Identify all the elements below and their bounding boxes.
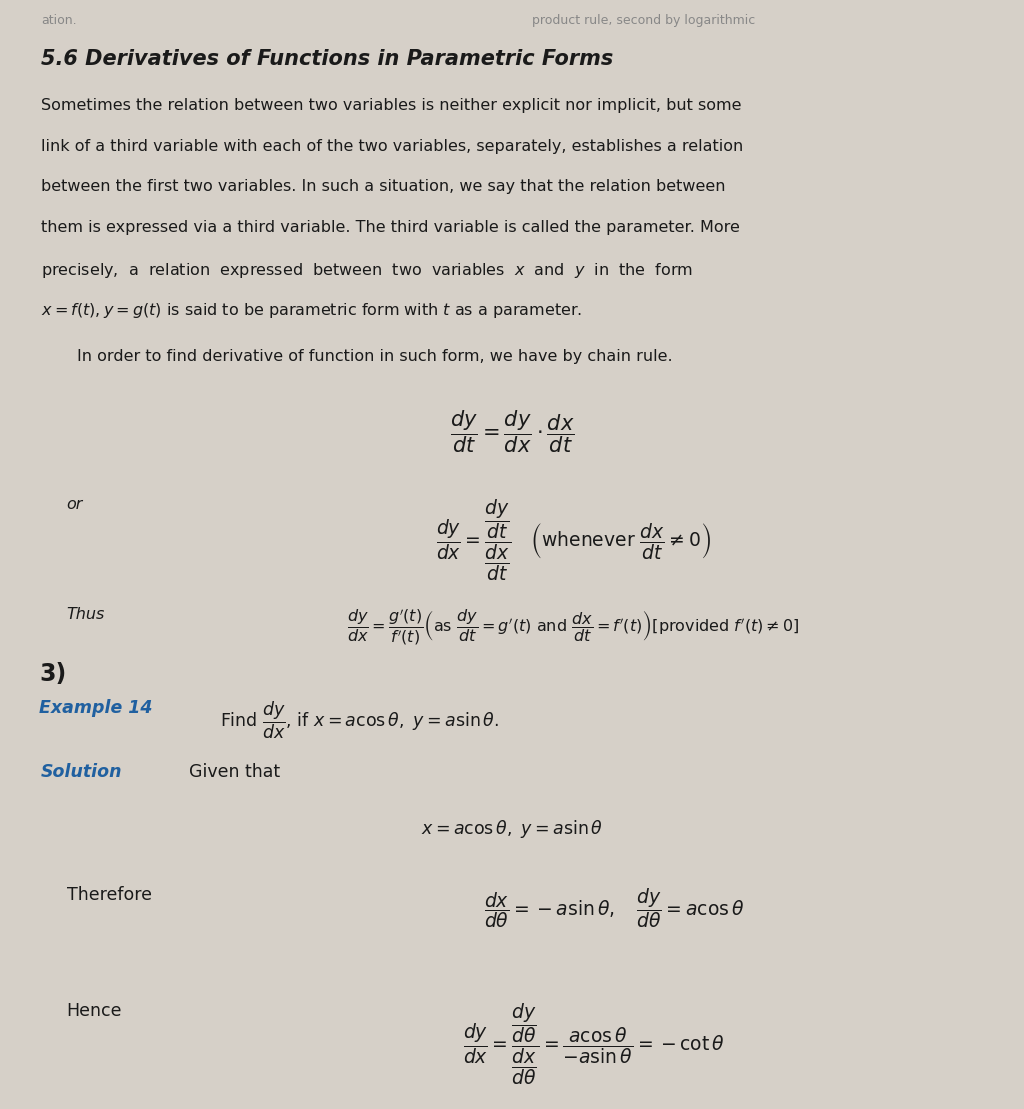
Text: ation.: ation. bbox=[41, 14, 77, 28]
Text: In order to find derivative of function in such form, we have by chain rule.: In order to find derivative of function … bbox=[77, 348, 673, 364]
Text: product rule, second by logarithmic: product rule, second by logarithmic bbox=[532, 14, 756, 28]
Text: $\dfrac{dy}{dx} = \dfrac{\dfrac{dy}{d\theta}}{\dfrac{dx}{d\theta}} = \dfrac{a\co: $\dfrac{dy}{dx} = \dfrac{\dfrac{dy}{d\th… bbox=[463, 1001, 725, 1087]
Text: $x = a\cos\theta,\ y = a\sin\theta$: $x = a\cos\theta,\ y = a\sin\theta$ bbox=[421, 818, 603, 840]
Text: $\dfrac{dy}{dt} = \dfrac{dy}{dx} \cdot \dfrac{dx}{dt}$: $\dfrac{dy}{dt} = \dfrac{dy}{dx} \cdot \… bbox=[450, 409, 574, 456]
Text: Hence: Hence bbox=[67, 1001, 122, 1019]
Text: Given that: Given that bbox=[189, 763, 281, 781]
Text: 3): 3) bbox=[39, 662, 67, 685]
Text: Example 14: Example 14 bbox=[39, 700, 153, 718]
Text: $\dfrac{dx}{d\theta} = -a\sin\theta,\quad \dfrac{dy}{d\theta} = a\cos\theta$: $\dfrac{dx}{d\theta} = -a\sin\theta,\qua… bbox=[484, 886, 744, 930]
Text: or: or bbox=[67, 497, 83, 512]
Text: Sometimes the relation between two variables is neither explicit nor implicit, b: Sometimes the relation between two varia… bbox=[41, 98, 741, 113]
Text: them is expressed via a third variable. The third variable is called the paramet: them is expressed via a third variable. … bbox=[41, 220, 739, 235]
Text: between the first two variables. In such a situation, we say that the relation b: between the first two variables. In such… bbox=[41, 180, 725, 194]
Text: Therefore: Therefore bbox=[67, 886, 152, 904]
Text: Find $\dfrac{dy}{dx}$, if $x = a\cos\theta,\ y = a\sin\theta$.: Find $\dfrac{dy}{dx}$, if $x = a\cos\the… bbox=[220, 700, 500, 741]
Text: Thus: Thus bbox=[67, 607, 104, 622]
Text: $\dfrac{dy}{dx} = \dfrac{\dfrac{dy}{dt}}{\dfrac{dx}{dt}} \quad \left(\mathrm{whe: $\dfrac{dy}{dx} = \dfrac{\dfrac{dy}{dt}}… bbox=[436, 497, 711, 582]
Text: link of a third variable with each of the two variables, separately, establishes: link of a third variable with each of th… bbox=[41, 139, 743, 153]
Text: $x = f(t), y = g(t)$ is said to be parametric form with $t$ as a parameter.: $x = f(t), y = g(t)$ is said to be param… bbox=[41, 302, 582, 321]
Text: Solution: Solution bbox=[41, 763, 123, 781]
Text: precisely,  a  relation  expressed  between  two  variables  $x$  and  $y$  in  : precisely, a relation expressed between … bbox=[41, 261, 693, 279]
Text: $\dfrac{dy}{dx} = \dfrac{g'(t)}{f'(t)} \left(\mathrm{as}\ \dfrac{dy}{dt} = g'(t): $\dfrac{dy}{dx} = \dfrac{g'(t)}{f'(t)} \… bbox=[347, 607, 800, 648]
Text: 5.6 Derivatives of Functions in Parametric Forms: 5.6 Derivatives of Functions in Parametr… bbox=[41, 50, 613, 70]
